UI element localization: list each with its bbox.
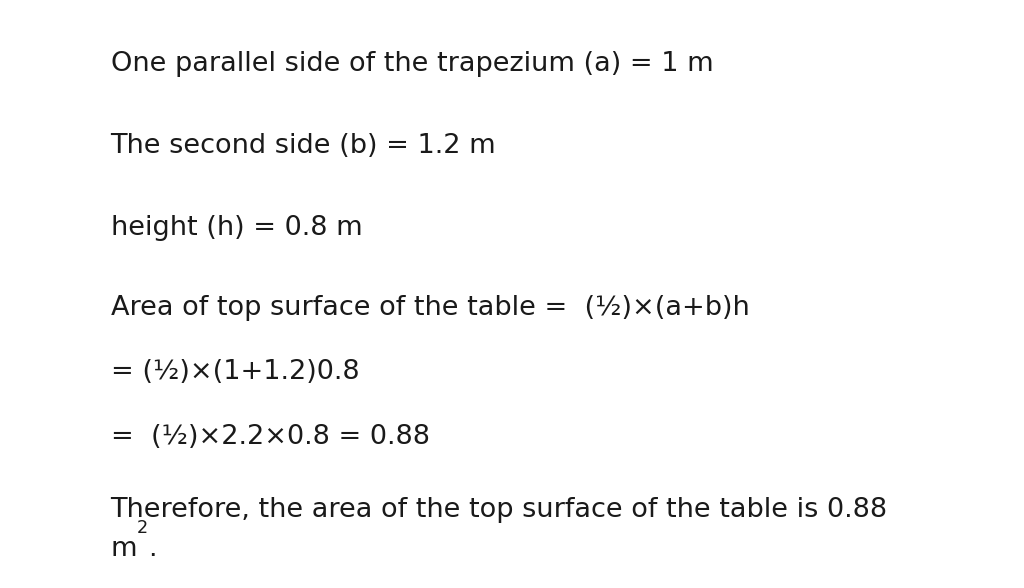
Text: Area of top surface of the table =  (½)×(a+b)h: Area of top surface of the table = (½)×(…	[111, 295, 750, 320]
Text: .: .	[148, 536, 157, 562]
Text: =  (½)×2.2×0.8 = 0.88: = (½)×2.2×0.8 = 0.88	[111, 424, 430, 450]
Text: The second side (b) = 1.2 m: The second side (b) = 1.2 m	[111, 133, 497, 159]
Text: Therefore, the area of the top surface of the table is 0.88: Therefore, the area of the top surface o…	[111, 497, 888, 523]
Text: m: m	[111, 536, 137, 562]
Text: One parallel side of the trapezium (a) = 1 m: One parallel side of the trapezium (a) =…	[111, 51, 714, 76]
Text: 2: 2	[137, 519, 148, 537]
Text: height (h) = 0.8 m: height (h) = 0.8 m	[111, 215, 362, 241]
Text: = (½)×(1+1.2)0.8: = (½)×(1+1.2)0.8	[111, 359, 359, 385]
